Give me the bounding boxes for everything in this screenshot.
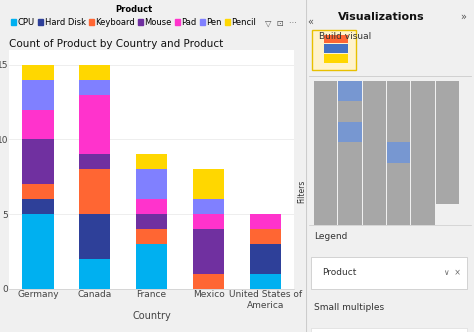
FancyBboxPatch shape	[436, 101, 459, 122]
Bar	[136, 244, 167, 289]
FancyBboxPatch shape	[411, 184, 435, 204]
Bar	[193, 214, 224, 229]
Text: Small multiples: Small multiples	[314, 303, 384, 312]
Bar	[193, 199, 224, 214]
Bar	[22, 80, 54, 110]
Bar	[79, 169, 110, 214]
Bar	[22, 110, 54, 139]
Text: Filters: Filters	[298, 179, 307, 203]
Bar	[136, 229, 167, 244]
FancyBboxPatch shape	[387, 101, 410, 122]
FancyBboxPatch shape	[314, 81, 337, 101]
FancyBboxPatch shape	[338, 184, 362, 204]
FancyBboxPatch shape	[324, 54, 348, 63]
Text: Count of Product by Country and Product: Count of Product by Country and Product	[9, 39, 224, 49]
Text: Build visual: Build visual	[319, 32, 372, 41]
Bar	[79, 214, 110, 259]
FancyBboxPatch shape	[314, 142, 337, 163]
Bar	[22, 199, 54, 214]
Text: Legend: Legend	[314, 232, 347, 241]
FancyBboxPatch shape	[363, 204, 386, 225]
FancyBboxPatch shape	[436, 142, 459, 163]
Text: «: «	[307, 17, 313, 27]
FancyBboxPatch shape	[338, 142, 362, 163]
FancyBboxPatch shape	[387, 163, 410, 184]
Bar	[136, 154, 167, 169]
FancyBboxPatch shape	[363, 163, 386, 184]
Bar	[79, 65, 110, 80]
FancyBboxPatch shape	[324, 44, 348, 53]
Text: Visualizations: Visualizations	[338, 12, 425, 22]
FancyBboxPatch shape	[312, 30, 356, 70]
Legend: CPU, Hard Disk, Keyboard, Mouse, Pad, Pen, Pencil: CPU, Hard Disk, Keyboard, Mouse, Pad, Pe…	[8, 1, 260, 30]
FancyBboxPatch shape	[324, 35, 348, 43]
FancyBboxPatch shape	[363, 122, 386, 142]
FancyBboxPatch shape	[311, 257, 467, 289]
FancyBboxPatch shape	[436, 163, 459, 184]
FancyBboxPatch shape	[338, 81, 362, 101]
Text: ∨  ×: ∨ ×	[444, 268, 460, 277]
FancyBboxPatch shape	[338, 204, 362, 225]
FancyBboxPatch shape	[338, 101, 362, 122]
Bar	[193, 169, 224, 199]
Bar	[79, 154, 110, 169]
Bar	[136, 169, 167, 199]
FancyBboxPatch shape	[314, 163, 337, 184]
FancyBboxPatch shape	[314, 184, 337, 204]
Bar	[79, 259, 110, 289]
Bar	[22, 214, 54, 289]
Bar	[250, 274, 281, 289]
Bar	[250, 214, 281, 229]
Bar	[136, 199, 167, 214]
Text: ▽  ⊡  ···: ▽ ⊡ ···	[265, 18, 297, 27]
Bar	[250, 229, 281, 244]
FancyBboxPatch shape	[411, 142, 435, 163]
Bar	[22, 184, 54, 199]
FancyBboxPatch shape	[387, 81, 410, 101]
Bar	[22, 65, 54, 80]
FancyBboxPatch shape	[436, 81, 459, 101]
Bar	[79, 95, 110, 154]
FancyBboxPatch shape	[314, 122, 337, 142]
Bar	[22, 139, 54, 184]
FancyBboxPatch shape	[363, 184, 386, 204]
FancyBboxPatch shape	[436, 122, 459, 142]
FancyBboxPatch shape	[338, 163, 362, 184]
Bar	[136, 214, 167, 229]
FancyBboxPatch shape	[411, 163, 435, 184]
FancyBboxPatch shape	[411, 81, 435, 101]
FancyBboxPatch shape	[338, 122, 362, 142]
FancyBboxPatch shape	[363, 101, 386, 122]
FancyBboxPatch shape	[314, 204, 337, 225]
FancyBboxPatch shape	[411, 122, 435, 142]
Text: »: »	[461, 12, 466, 22]
FancyBboxPatch shape	[387, 122, 410, 142]
FancyBboxPatch shape	[387, 204, 410, 225]
FancyBboxPatch shape	[363, 142, 386, 163]
Bar	[193, 274, 224, 289]
FancyBboxPatch shape	[363, 81, 386, 101]
Bar	[250, 244, 281, 274]
X-axis label: Country: Country	[132, 311, 171, 321]
FancyBboxPatch shape	[411, 101, 435, 122]
FancyBboxPatch shape	[314, 101, 337, 122]
FancyBboxPatch shape	[387, 142, 410, 163]
FancyBboxPatch shape	[387, 184, 410, 204]
FancyBboxPatch shape	[436, 184, 459, 204]
Text: Product: Product	[322, 268, 357, 277]
Bar	[193, 229, 224, 274]
Bar	[79, 80, 110, 95]
FancyBboxPatch shape	[411, 204, 435, 225]
FancyBboxPatch shape	[311, 328, 467, 332]
